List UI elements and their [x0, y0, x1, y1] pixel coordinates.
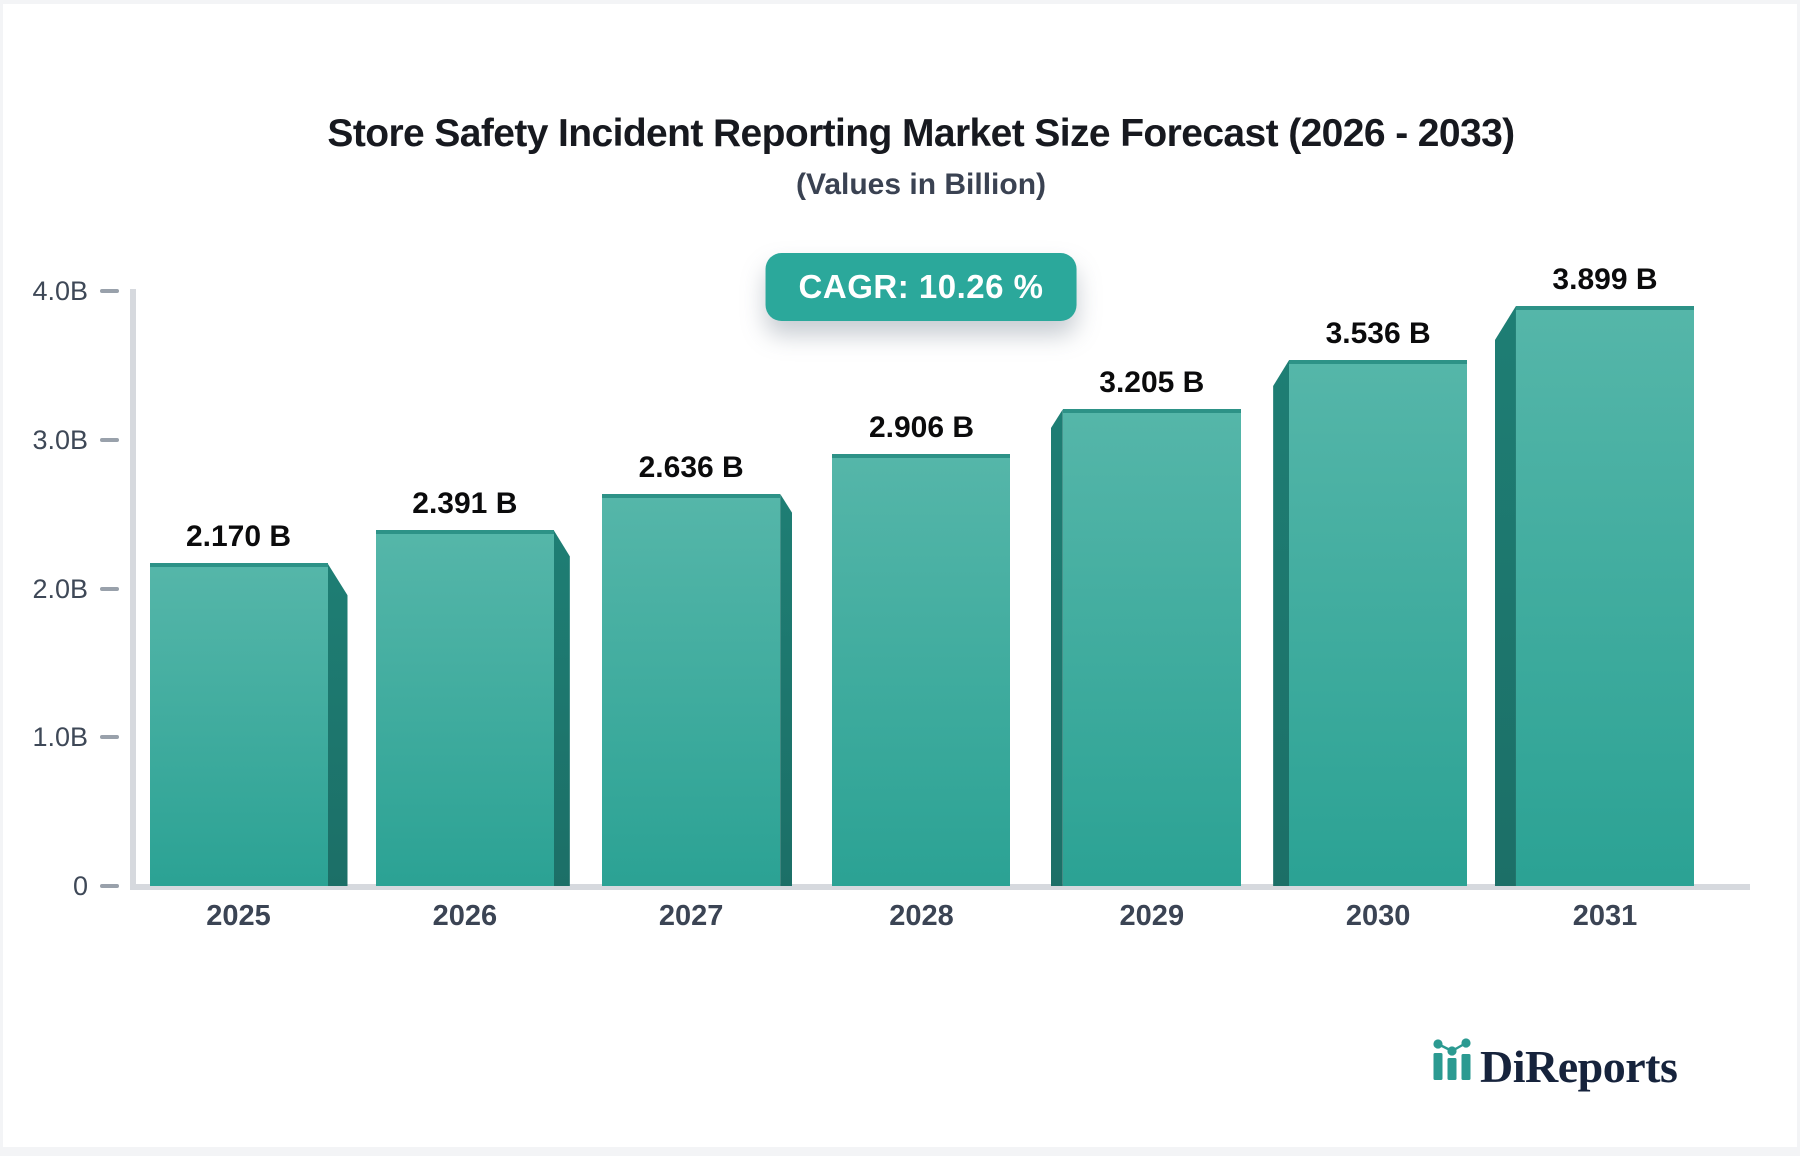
y-tick-dash [100, 735, 119, 740]
bar-value-label: 2.391 B [412, 487, 518, 521]
cagr-badge: CAGR: 10.26 % [765, 253, 1077, 321]
y-tick-label: 2.0B [32, 573, 88, 604]
bar-face [1062, 409, 1241, 886]
y-tick-dash [100, 437, 119, 442]
logo-text: DiReports [1480, 1041, 1678, 1092]
bar-value-label: 2.906 B [868, 410, 975, 444]
y-tick-label: 4.0B [32, 276, 88, 306]
bar-face [149, 563, 328, 886]
mini-bar-line-chart-icon [1433, 1038, 1471, 1080]
x-axis-label: 2029 [1119, 900, 1185, 932]
y-tick-label: 3.0B [32, 424, 88, 455]
card-border-right [1797, 0, 1800, 1156]
y-tick-label: 1.0B [32, 722, 88, 753]
x-axis-label: 2026 [432, 900, 498, 932]
bar-value-label: 2.636 B [638, 450, 744, 484]
bar-value-label: 2.170 B [185, 520, 292, 554]
y-tick-dash [100, 586, 119, 591]
bar-face [602, 493, 781, 886]
bar-3d-side [780, 493, 793, 886]
chart-subtitle: (Values in Billion) [795, 168, 1047, 201]
bar-face [375, 530, 554, 886]
card-border-bottom [0, 1147, 1800, 1156]
y-tick-label: 0 [72, 871, 88, 901]
bar-value-label: 3.536 B [1325, 317, 1431, 351]
bar-value-label: 3.205 B [1099, 366, 1205, 400]
y-axis-line [130, 289, 136, 886]
x-axis-label: 2025 [206, 900, 271, 932]
y-tick-dash [100, 884, 119, 888]
x-axis-label: 2028 [889, 900, 954, 932]
bar-3d-side [553, 530, 570, 886]
x-axis-label: 2031 [1572, 900, 1638, 932]
bar-face [1289, 360, 1468, 886]
x-axis-baseline [130, 884, 1750, 890]
bar-face [1515, 306, 1694, 886]
chart-title: Store Safety Incident Reporting Market S… [327, 112, 1515, 155]
bar-3d-side [1050, 409, 1063, 886]
bar-3d-side [327, 563, 348, 886]
bar-3d-side [1273, 360, 1290, 886]
x-axis-label: 2030 [1345, 900, 1411, 932]
bar-value-label: 3.899 B [1552, 263, 1658, 297]
direports-logo: DiReports [1433, 1038, 1678, 1092]
bar-3d-side [1494, 306, 1516, 886]
bar-face [832, 453, 1011, 886]
card-border-top [0, 0, 1800, 4]
y-tick-dash [100, 289, 119, 293]
x-axis-label: 2027 [658, 900, 724, 932]
card-border-left [0, 0, 3, 1156]
